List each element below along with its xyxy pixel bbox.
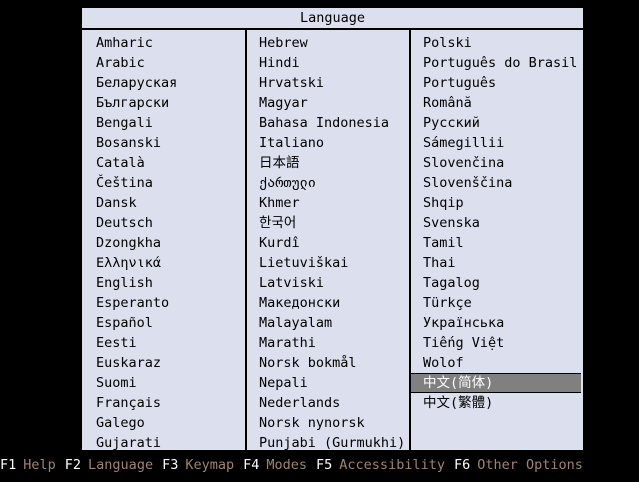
- language-option[interactable]: Português do Brasil: [423, 55, 578, 71]
- language-column-2[interactable]: Hebrew Hindi Hrvatski Magyar Bahasa Indonesi…: [245, 30, 409, 450]
- language-option[interactable]: Türkçe: [423, 295, 472, 311]
- language-option[interactable]: Català: [96, 155, 145, 171]
- language-option[interactable]: ქართული: [259, 175, 316, 191]
- language-option[interactable]: Español: [96, 315, 153, 331]
- language-option[interactable]: Wolof: [423, 355, 464, 371]
- function-key-label: F3: [162, 457, 179, 473]
- language-option[interactable]: Tagalog: [423, 275, 480, 291]
- language-option[interactable]: Slovenčina: [423, 155, 505, 171]
- language-option[interactable]: English: [96, 275, 153, 291]
- language-option[interactable]: Shqip: [423, 195, 464, 211]
- language-option[interactable]: Esperanto: [96, 295, 170, 311]
- language-option[interactable]: Khmer: [259, 195, 300, 211]
- language-selection-dialog: Language Amharic Arabic Беларуская Българск…: [82, 8, 583, 450]
- language-option[interactable]: Norsk nynorsk: [259, 415, 365, 431]
- function-key-label: F1: [0, 457, 17, 473]
- language-option[interactable]: Bosanski: [96, 135, 162, 151]
- function-key-f6[interactable]: F6 Other Options: [454, 455, 583, 475]
- language-option[interactable]: Ελληνικά: [96, 255, 162, 271]
- language-option[interactable]: Polski: [423, 35, 472, 51]
- language-option[interactable]: Hebrew: [259, 35, 308, 51]
- language-option[interactable]: Čeština: [96, 175, 153, 191]
- language-option[interactable]: Русский: [423, 115, 480, 131]
- language-option[interactable]: Eesti: [96, 335, 137, 351]
- function-key-f4[interactable]: F4 Modes: [243, 455, 307, 475]
- language-option[interactable]: Bengali: [96, 115, 153, 131]
- function-key-action: Accessibility: [339, 457, 445, 473]
- function-key-f1[interactable]: F1 Help: [0, 455, 56, 475]
- language-option[interactable]: Български: [96, 95, 170, 111]
- language-option[interactable]: Lietuviškai: [259, 255, 349, 271]
- language-column-3[interactable]: Polski Português do Brasil Português Română…: [409, 30, 581, 450]
- language-option[interactable]: Malayalam: [259, 315, 333, 331]
- function-key-label: F5: [316, 457, 333, 473]
- language-option[interactable]: Euskaraz: [96, 355, 162, 371]
- function-key-label: F4: [243, 457, 260, 473]
- language-option[interactable]: Português: [423, 75, 497, 91]
- language-option[interactable]: 日本語: [259, 155, 300, 171]
- language-option[interactable]: Latviski: [259, 275, 325, 291]
- language-option[interactable]: Bahasa Indonesia: [259, 115, 390, 131]
- function-key-label: F6: [453, 457, 471, 473]
- language-option[interactable]: Nederlands: [259, 395, 341, 411]
- function-key-f5[interactable]: F5 Accessibility: [316, 455, 445, 475]
- language-option[interactable]: Arabic: [96, 55, 145, 71]
- dialog-title: Language: [82, 8, 583, 30]
- language-option[interactable]: Suomi: [96, 375, 137, 391]
- language-option[interactable]: Magyar: [259, 95, 308, 111]
- function-key-label: F2: [64, 457, 82, 473]
- function-key-action: Keymap: [185, 457, 235, 473]
- language-option[interactable]: Amharic: [96, 35, 153, 51]
- language-column-1[interactable]: Amharic Arabic Беларуская Български Bengali B…: [82, 30, 245, 450]
- language-option[interactable]: Kurdî: [259, 235, 300, 251]
- language-option[interactable]: Tiếng Việt: [423, 335, 505, 351]
- language-option[interactable]: Nepali: [259, 375, 308, 391]
- function-key-action: Other Options: [477, 457, 583, 473]
- language-option[interactable]: Français: [96, 395, 162, 411]
- function-key-f3[interactable]: F3 Keymap: [162, 455, 234, 475]
- language-option[interactable]: Dansk: [96, 195, 137, 211]
- language-option[interactable]: Thai: [423, 255, 456, 271]
- function-key-action: Help: [23, 457, 56, 473]
- language-option[interactable]: 中文(繁體): [423, 395, 494, 411]
- language-option[interactable]: Tamil: [423, 235, 464, 251]
- function-key-bar: F1 Help F2 Language F3 Keymap F4 Modes F5 Accessi…: [0, 455, 639, 475]
- language-option[interactable]: 中文(简体): [411, 373, 581, 393]
- language-option[interactable]: Italiano: [259, 135, 325, 151]
- language-option[interactable]: Slovenščina: [423, 175, 513, 191]
- language-option[interactable]: Deutsch: [96, 215, 153, 231]
- language-option[interactable]: Беларуская: [96, 75, 178, 91]
- language-option[interactable]: Gujarati: [96, 435, 162, 450]
- function-key-f2[interactable]: F2 Language: [65, 455, 153, 475]
- language-option[interactable]: Svenska: [423, 215, 480, 231]
- language-option[interactable]: Dzongkha: [96, 235, 162, 251]
- language-option[interactable]: Marathi: [259, 335, 316, 351]
- language-option[interactable]: Română: [423, 95, 472, 111]
- language-option[interactable]: Македонски: [259, 295, 341, 311]
- language-option[interactable]: Norsk bokmål: [259, 355, 357, 371]
- language-option[interactable]: Hrvatski: [259, 75, 325, 91]
- language-option[interactable]: Galego: [96, 415, 145, 431]
- language-option[interactable]: Hindi: [259, 55, 300, 71]
- language-option[interactable]: Українська: [423, 315, 505, 331]
- language-option[interactable]: 한국어: [259, 215, 297, 231]
- language-option[interactable]: Punjabi (Gurmukhi): [259, 435, 406, 450]
- function-key-action: Modes: [266, 457, 308, 473]
- language-columns: Amharic Arabic Беларуская Български Bengali B…: [82, 30, 583, 450]
- language-option[interactable]: Sámegillii: [423, 135, 505, 151]
- function-key-action: Language: [88, 457, 154, 473]
